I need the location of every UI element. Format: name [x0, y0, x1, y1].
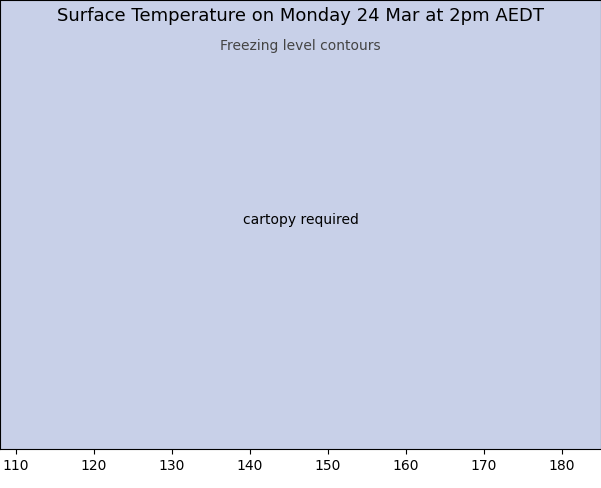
Text: Surface Temperature on Monday 24 Mar at 2pm AEDT: Surface Temperature on Monday 24 Mar at … — [57, 7, 544, 25]
Text: cartopy required: cartopy required — [243, 213, 358, 227]
Text: Freezing level contours: Freezing level contours — [220, 39, 381, 53]
